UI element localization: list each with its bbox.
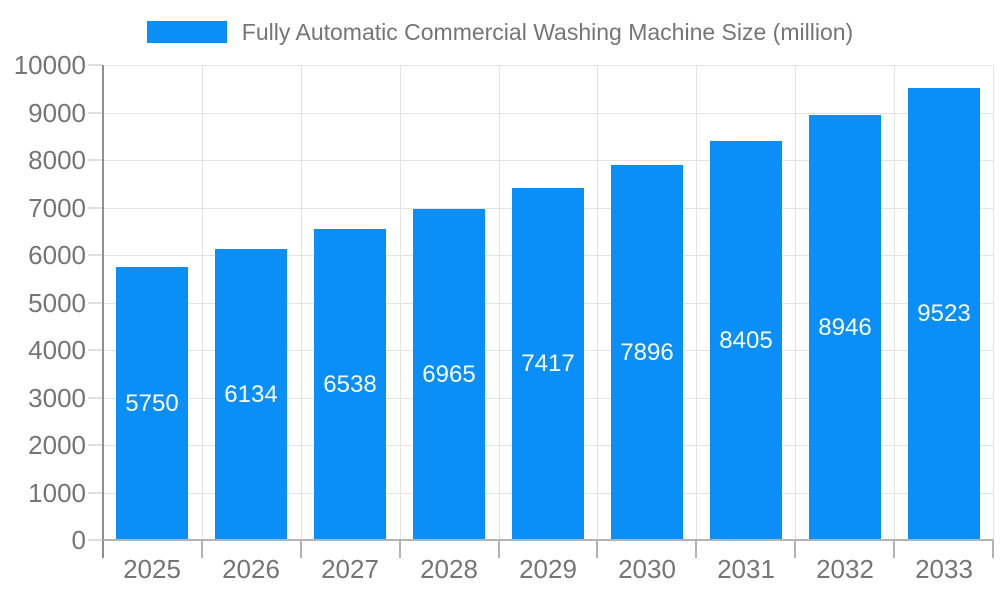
bar-value-label: 6134	[224, 381, 278, 408]
legend[interactable]: Fully Automatic Commercial Washing Machi…	[0, 19, 1000, 45]
bar-2030[interactable]	[611, 165, 683, 540]
y-axis-tick-label: 4000	[28, 335, 86, 365]
v-gridline	[597, 65, 598, 540]
h-gridline	[103, 65, 993, 66]
x-axis-tick	[893, 540, 895, 558]
v-gridline	[202, 65, 203, 540]
y-axis-tick-label: 3000	[28, 383, 86, 413]
y-axis-tick-label: 1000	[28, 478, 86, 508]
bar-2025[interactable]	[116, 267, 188, 540]
x-axis-line	[103, 539, 993, 541]
y-axis-tick-label: 10000	[13, 50, 86, 80]
y-axis-tick	[88, 492, 103, 494]
x-axis-tick-label: 2028	[420, 554, 478, 584]
x-axis-tick	[300, 540, 302, 558]
bar-2033[interactable]	[908, 88, 980, 540]
plot-area: 5750 6134 6538 6965 7417 7896 8405 8946 9523	[103, 65, 994, 540]
x-axis-tick-label: 2027	[321, 554, 379, 584]
x-axis-tick	[399, 540, 401, 558]
bar-2029[interactable]	[512, 188, 584, 540]
y-axis-tick-label: 2000	[28, 430, 86, 460]
y-axis-tick-label: 6000	[28, 240, 86, 270]
bar-2026[interactable]	[215, 249, 287, 540]
x-axis-tick	[498, 540, 500, 558]
x-axis-tick	[695, 540, 697, 558]
bar-value-label: 7417	[521, 350, 575, 377]
y-axis-tick	[88, 207, 103, 209]
bar-2031[interactable]	[710, 141, 782, 540]
h-gridline	[103, 113, 993, 114]
x-axis-tick	[201, 540, 203, 558]
v-gridline	[400, 65, 401, 540]
y-axis-line	[102, 65, 104, 558]
y-axis-tick	[88, 254, 103, 256]
v-gridline	[301, 65, 302, 540]
y-axis-tick	[88, 444, 103, 446]
y-axis-tick-label: 9000	[28, 98, 86, 128]
y-axis-tick	[88, 349, 103, 351]
y-axis-tick	[88, 397, 103, 399]
x-axis-tick-label: 2026	[222, 554, 280, 584]
x-axis-tick-label: 2025	[123, 554, 181, 584]
bar-value-label: 8405	[719, 327, 773, 354]
x-axis-tick-label: 2030	[618, 554, 676, 584]
bar-value-label: 7896	[620, 339, 674, 366]
x-axis-tick-label: 2033	[915, 554, 973, 584]
x-axis-tick	[794, 540, 796, 558]
v-gridline	[795, 65, 796, 540]
x-axis-tick	[596, 540, 598, 558]
y-axis-tick-label: 0	[71, 525, 86, 555]
y-axis-tick	[88, 302, 103, 304]
y-axis-tick-label: 5000	[28, 288, 86, 318]
x-axis-tick-label: 2031	[717, 554, 775, 584]
y-axis-tick	[88, 159, 103, 161]
y-axis-tick	[88, 64, 103, 66]
y-axis-tick	[88, 539, 103, 541]
h-gridline	[103, 160, 993, 161]
y-axis-tick	[88, 112, 103, 114]
bar-value-label: 6965	[422, 361, 476, 388]
v-gridline	[499, 65, 500, 540]
x-axis-tick-label: 2032	[816, 554, 874, 584]
bar-value-label: 6538	[323, 371, 377, 398]
v-gridline	[894, 65, 895, 540]
legend-label: Fully Automatic Commercial Washing Machi…	[241, 18, 854, 45]
y-axis-tick-label: 7000	[28, 193, 86, 223]
x-axis-tick	[992, 540, 994, 558]
v-gridline	[696, 65, 697, 540]
y-axis-tick-label: 8000	[28, 145, 86, 175]
bar-2032[interactable]	[809, 115, 881, 540]
bar-value-label: 8946	[818, 314, 872, 341]
v-gridline	[993, 65, 994, 540]
x-axis-tick-label: 2029	[519, 554, 577, 584]
bar-value-label: 9523	[917, 300, 971, 327]
legend-swatch	[146, 21, 227, 43]
bar-value-label: 5750	[125, 390, 179, 417]
bar-2027[interactable]	[314, 229, 386, 540]
bar-2028[interactable]	[413, 209, 485, 540]
